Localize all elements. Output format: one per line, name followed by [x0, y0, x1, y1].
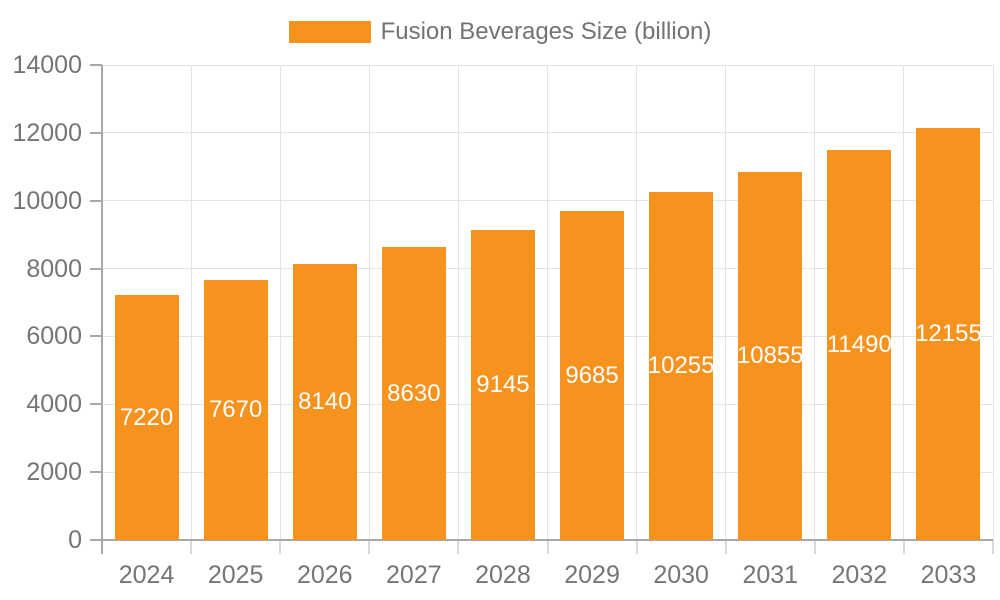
- gridline-vertical: [279, 65, 281, 540]
- x-tick-label: 2024: [118, 561, 175, 589]
- x-tick-label: 2031: [742, 561, 799, 589]
- legend[interactable]: Fusion Beverages Size (billion): [0, 16, 1000, 48]
- gridline-vertical: [636, 65, 638, 540]
- bar-2032[interactable]: [827, 150, 892, 540]
- bar-value-label: 9145: [476, 370, 530, 398]
- x-tick-label: 2025: [207, 561, 264, 589]
- bar-value-label: 9685: [565, 361, 619, 389]
- y-axis-tick: [90, 539, 102, 541]
- y-tick-label: 0: [68, 526, 82, 554]
- bar-value-label: 12155: [915, 319, 982, 347]
- y-axis-tick: [90, 64, 102, 66]
- x-tick-label: 2033: [920, 561, 977, 589]
- gridline-vertical: [725, 65, 727, 540]
- y-tick-label: 2000: [26, 458, 82, 487]
- x-tick-label: 2029: [564, 561, 620, 589]
- bar-2026[interactable]: [292, 263, 357, 540]
- gridline-vertical: [368, 65, 370, 540]
- bar-value-label: 8140: [298, 387, 352, 415]
- gridline-vertical: [547, 65, 548, 540]
- y-axis-tick: [90, 199, 102, 202]
- bar-2027[interactable]: [381, 247, 446, 540]
- x-axis-tick: [724, 540, 727, 554]
- x-tick-label: 2026: [296, 561, 353, 589]
- y-axis-tick: [90, 335, 102, 338]
- x-axis-tick: [190, 540, 193, 554]
- x-tick-label: 2030: [653, 561, 709, 589]
- y-tick-label: 14000: [12, 51, 82, 79]
- legend-swatch: [288, 21, 371, 43]
- bar-value-label: 7670: [208, 395, 263, 423]
- x-axis-tick: [635, 540, 638, 554]
- y-axis-tick: [90, 131, 102, 134]
- y-axis-line: [101, 65, 103, 554]
- x-tick-label: 2028: [475, 561, 531, 589]
- bar-value-label: 7220: [119, 403, 174, 431]
- gridline-vertical: [190, 65, 192, 540]
- x-axis-tick: [457, 540, 460, 554]
- gridline-vertical: [903, 65, 905, 540]
- y-axis-tick: [90, 267, 102, 270]
- y-tick-label: 10000: [12, 186, 82, 215]
- x-axis-tick: [902, 540, 905, 554]
- bar-2029[interactable]: [560, 211, 625, 540]
- y-axis-tick: [90, 471, 102, 474]
- y-tick-label: 8000: [26, 254, 82, 283]
- gridline-vertical: [992, 65, 994, 540]
- x-axis-line: [101, 539, 993, 541]
- x-axis-tick: [368, 540, 371, 554]
- bar-2033[interactable]: [916, 127, 981, 540]
- gridline-vertical: [457, 65, 459, 540]
- x-axis-tick: [813, 540, 816, 554]
- legend-label: Fusion Beverages Size (billion): [380, 18, 712, 45]
- bar-2031[interactable]: [738, 171, 803, 540]
- bar-2024[interactable]: [114, 295, 179, 540]
- bar-2025[interactable]: [203, 279, 268, 540]
- y-tick-label: 6000: [26, 322, 82, 351]
- y-tick-label: 4000: [26, 390, 82, 419]
- x-axis-tick: [279, 540, 282, 554]
- bar-value-label: 8630: [387, 379, 441, 407]
- x-axis-tick: [546, 540, 549, 554]
- gridline-vertical: [814, 65, 816, 540]
- bar-value-label: 10855: [736, 341, 804, 369]
- y-axis-tick: [90, 403, 102, 406]
- x-axis-tick: [992, 540, 994, 554]
- x-tick-label: 2032: [831, 561, 888, 589]
- bar-2028[interactable]: [470, 229, 535, 540]
- bar-2030[interactable]: [649, 192, 714, 540]
- x-tick-label: 2027: [386, 561, 442, 589]
- bar-value-label: 10255: [647, 352, 715, 380]
- bar-value-label: 11490: [826, 331, 892, 359]
- y-tick-label: 12000: [12, 118, 82, 147]
